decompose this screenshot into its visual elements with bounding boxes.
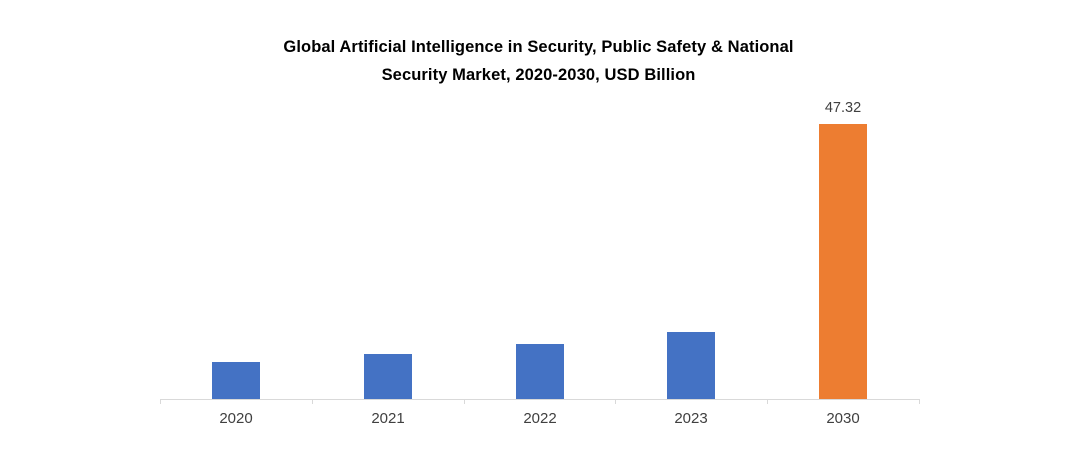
bar-2022 — [516, 344, 564, 399]
bar-2030 — [819, 124, 867, 399]
chart-title: Global Artificial Intelligence in Securi… — [283, 38, 794, 84]
x-axis-tick — [919, 399, 920, 404]
data-label-2030: 47.32 — [824, 100, 862, 116]
x-axis-line — [160, 399, 919, 400]
x-axis-tick — [767, 399, 768, 404]
bar-2023 — [667, 332, 715, 399]
bar-2021 — [364, 354, 412, 399]
x-axis-label-2030: 2030 — [826, 410, 860, 427]
x-axis-tick — [615, 399, 616, 404]
x-axis-label-2021: 2021 — [371, 410, 405, 427]
x-axis-tick — [312, 399, 313, 404]
x-axis-label-2023: 2023 — [674, 410, 708, 427]
x-axis-tick — [464, 399, 465, 404]
x-axis-label-2020: 2020 — [219, 410, 253, 427]
x-axis-tick — [160, 399, 161, 404]
x-axis-label-2022: 2022 — [523, 410, 557, 427]
bar-2020 — [212, 362, 260, 399]
